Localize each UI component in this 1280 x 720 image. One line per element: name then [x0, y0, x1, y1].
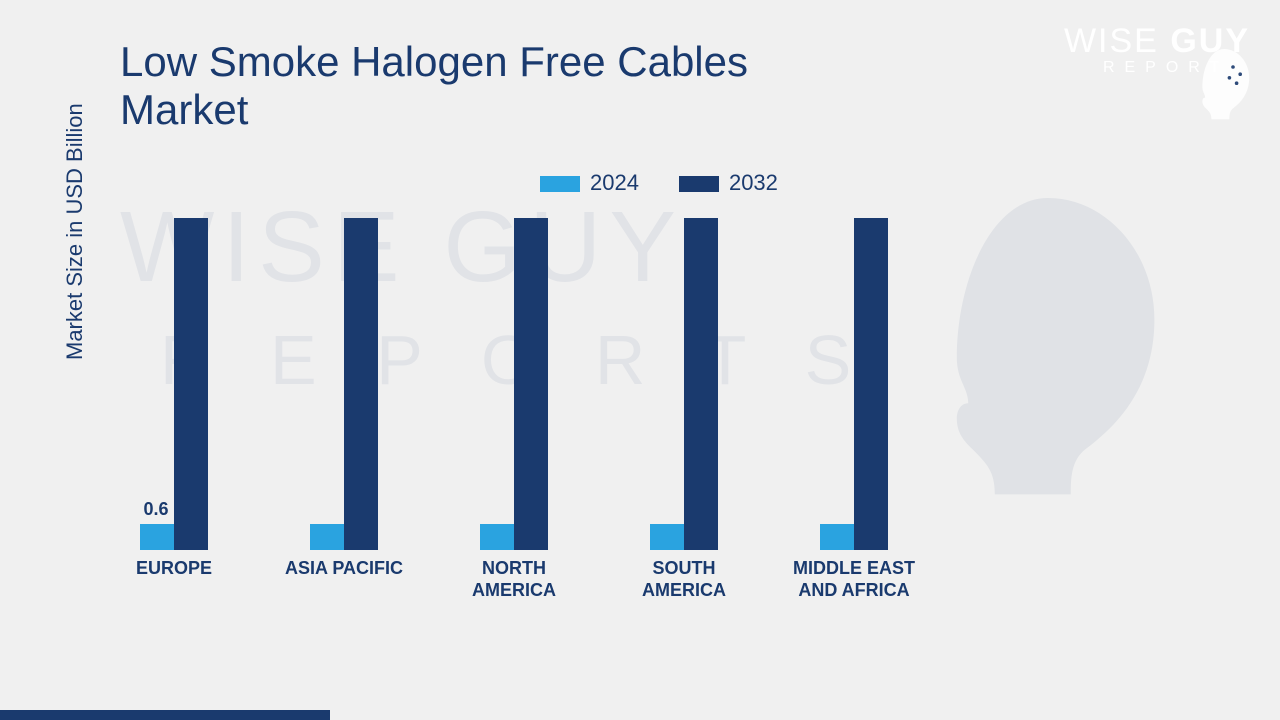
legend-item-2032: 2032 — [679, 170, 778, 196]
x-axis-label: NORTH AMERICA — [444, 558, 584, 601]
x-axis-label: MIDDLE EAST AND AFRICA — [784, 558, 924, 601]
bar-2032 — [684, 218, 718, 551]
bar-2032 — [854, 218, 888, 551]
x-axis-label: EUROPE — [104, 558, 244, 580]
bar-2024 — [480, 524, 514, 550]
plot-area: 0.6EUROPEASIA PACIFICNORTH AMERICASOUTH … — [110, 200, 940, 550]
chart-title: Low Smoke Halogen Free Cables Market — [120, 38, 800, 135]
bar-2024 — [310, 524, 344, 550]
legend-label-2024: 2024 — [590, 170, 639, 195]
x-axis-label: SOUTH AMERICA — [614, 558, 754, 601]
brand-logo: WISE GUY REPORTS — [1064, 24, 1250, 76]
legend-swatch-2032 — [679, 176, 719, 192]
x-axis-label: ASIA PACIFIC — [274, 558, 414, 580]
bar-2024 — [650, 524, 684, 550]
chart-legend: 2024 2032 — [540, 170, 778, 196]
brand-head-icon — [1170, 40, 1260, 130]
bottom-accent-line — [0, 710, 330, 720]
value-label: 0.6 — [126, 499, 186, 520]
legend-item-2024: 2024 — [540, 170, 639, 196]
brand-line1a: WISE — [1064, 22, 1159, 60]
bar-2032 — [514, 218, 548, 551]
legend-label-2032: 2032 — [729, 170, 778, 195]
y-axis-label: Market Size in USD Billion — [62, 103, 88, 360]
bar-2024 — [820, 524, 854, 550]
chart-canvas: WISE GUY REPORTS Low Smoke Halogen Free … — [0, 0, 1280, 720]
legend-swatch-2024 — [540, 176, 580, 192]
bar-2032 — [344, 218, 378, 551]
bar-2024 — [140, 524, 174, 550]
